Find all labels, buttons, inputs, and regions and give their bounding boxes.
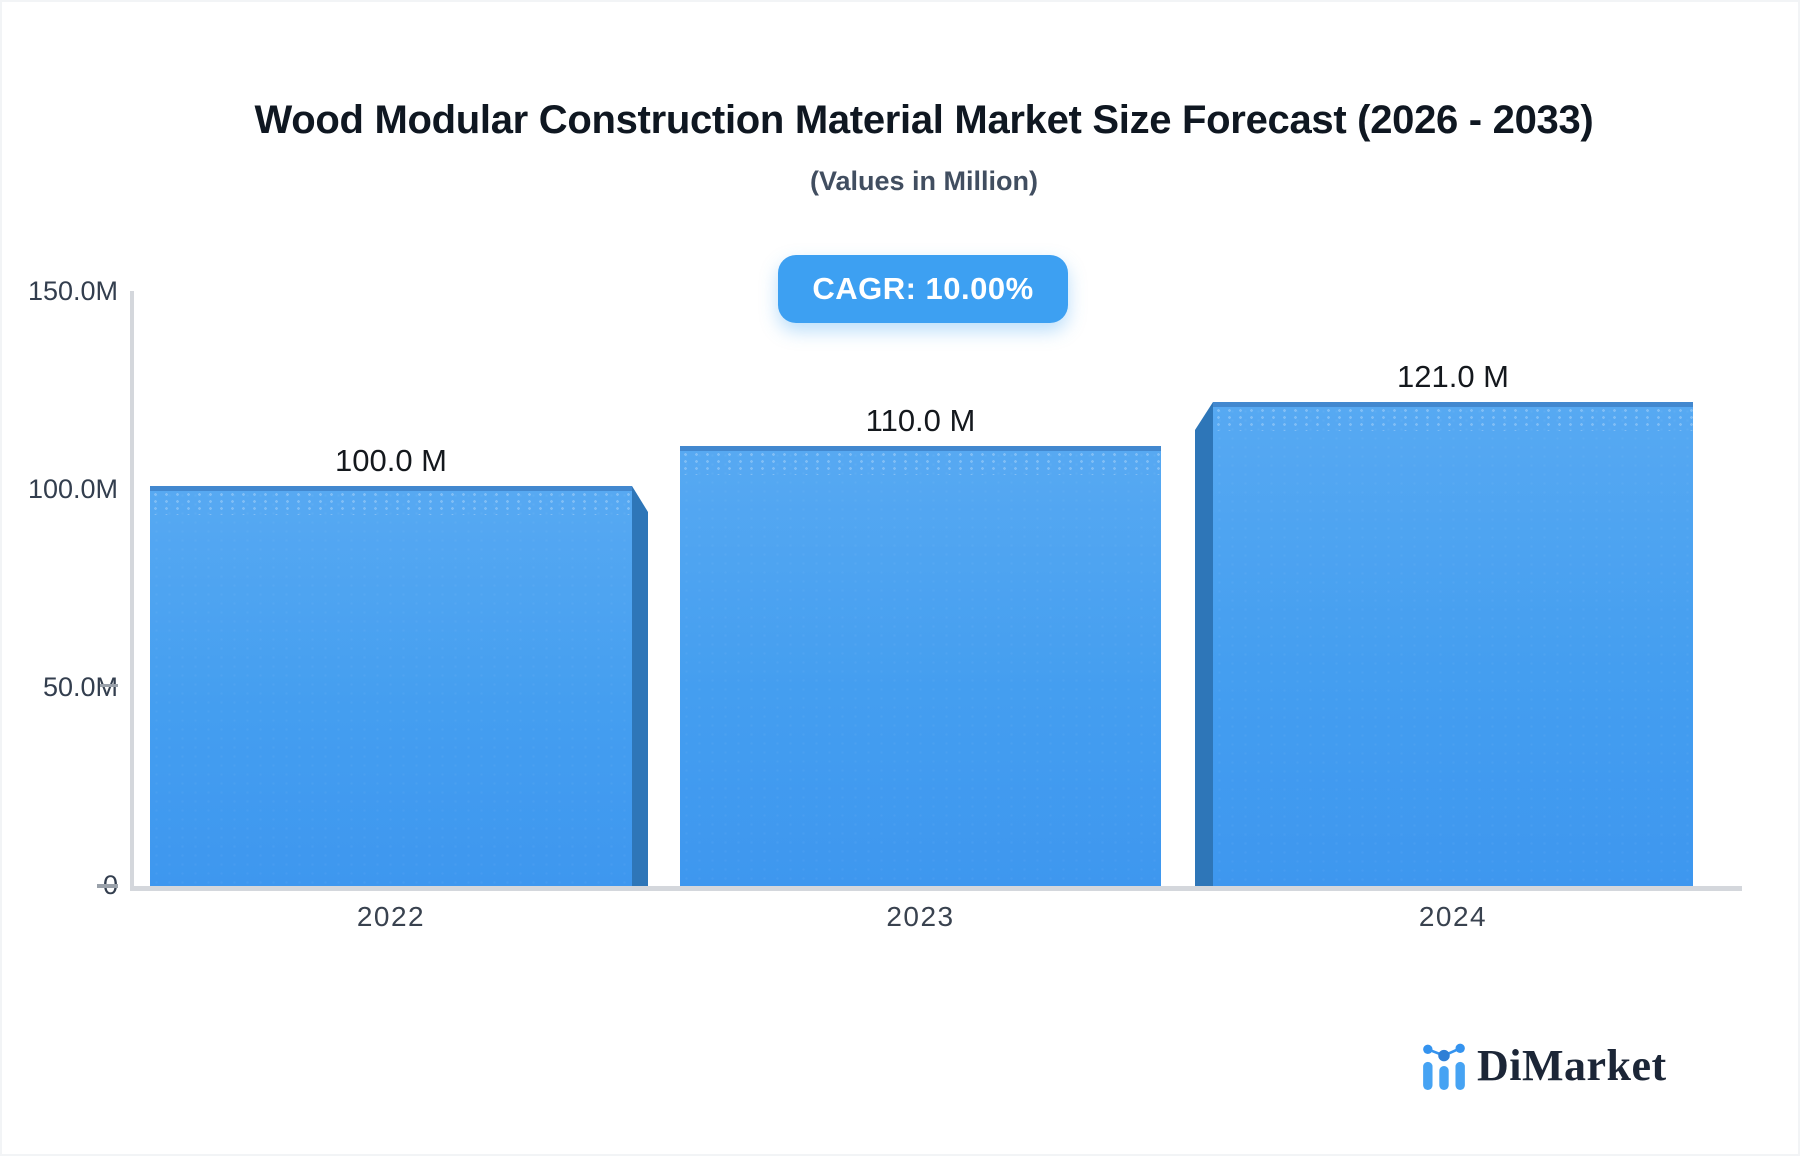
bar-2022[interactable]	[150, 486, 632, 886]
y-axis-line	[130, 291, 134, 887]
y-axis-tick-label: 100.0M	[27, 474, 118, 504]
x-axis-category-label: 2022	[356, 901, 426, 932]
chart-title: Wood Modular Construction Material Marke…	[254, 98, 1594, 142]
x-axis-category-label: 2023	[886, 901, 955, 932]
bar-3d-side	[1195, 402, 1213, 886]
chart-subtitle: (Values in Million)	[809, 166, 1039, 196]
cagr-badge: CAGR: 10.00%	[778, 255, 1068, 323]
bar-value-label: 110.0 M	[865, 403, 976, 438]
y-axis-tick-mark	[100, 684, 118, 687]
bar-value-label: 100.0 M	[334, 443, 447, 478]
y-axis-tick-label: 50.0M	[42, 672, 118, 702]
y-axis-tick-label: 150.0M	[27, 276, 118, 306]
bar-3d-side	[632, 486, 648, 886]
bar-2024[interactable]	[1213, 402, 1693, 886]
brand-watermark: DiMarket	[1421, 1040, 1667, 1091]
y-axis-tick-mark	[97, 884, 118, 888]
x-axis-category-label: 2024	[1418, 901, 1488, 932]
x-axis-baseline	[130, 886, 1742, 891]
bar-chart-logo-icon	[1423, 1043, 1465, 1090]
bar-2023[interactable]	[680, 446, 1161, 886]
brand-name: DiMarket	[1477, 1041, 1667, 1090]
bar-value-label: 121.0 M	[1396, 359, 1509, 394]
cagr-badge-label: CAGR: 10.00%	[812, 271, 1034, 306]
